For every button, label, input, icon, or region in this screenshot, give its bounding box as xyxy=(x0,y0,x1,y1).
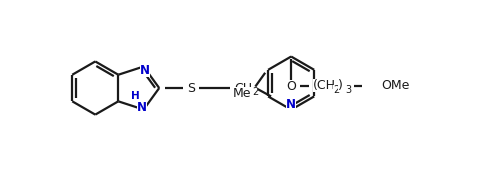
Text: Me: Me xyxy=(232,87,251,100)
Text: H: H xyxy=(131,91,140,101)
Text: N: N xyxy=(137,101,147,114)
Text: CH: CH xyxy=(234,81,252,94)
Text: 2: 2 xyxy=(333,85,340,95)
Text: N: N xyxy=(286,98,296,111)
Text: S: S xyxy=(187,81,195,94)
Text: 3: 3 xyxy=(345,85,352,95)
Text: N: N xyxy=(140,64,150,77)
Text: O: O xyxy=(286,80,296,92)
Text: OMe: OMe xyxy=(382,79,410,92)
Text: 2: 2 xyxy=(252,87,258,97)
Text: ): ) xyxy=(339,79,343,92)
Text: (CH: (CH xyxy=(313,79,336,92)
